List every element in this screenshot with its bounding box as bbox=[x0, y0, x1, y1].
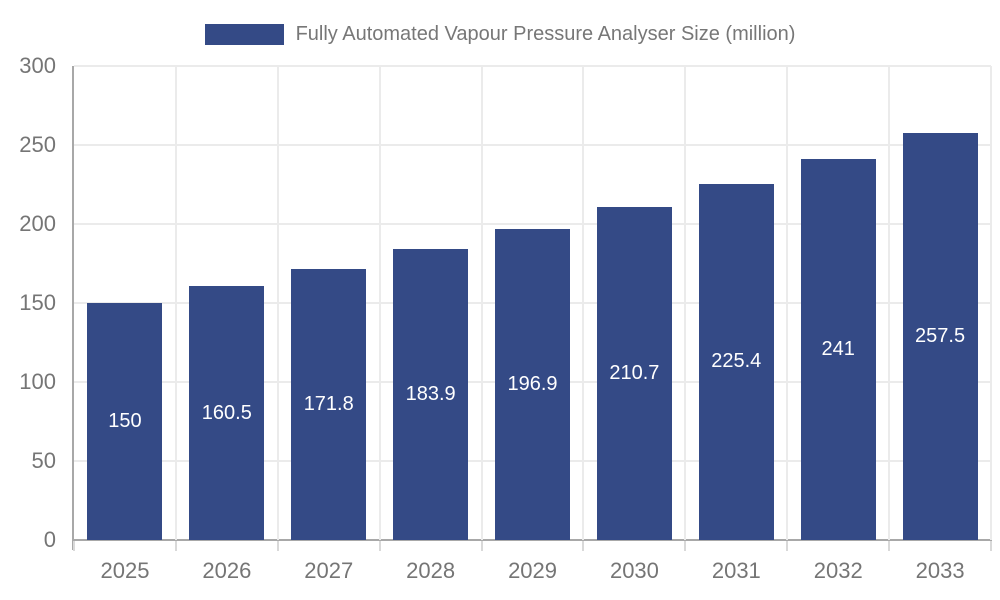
x-axis-tick bbox=[73, 541, 75, 551]
bar-value-label: 160.5 bbox=[201, 401, 252, 424]
bar-value-label: 196.9 bbox=[507, 372, 558, 395]
bar-value-label: 225.4 bbox=[711, 350, 762, 373]
x-axis-tick bbox=[276, 541, 279, 551]
x-tick-label: 2026 bbox=[202, 558, 252, 583]
x-axis-tick bbox=[786, 541, 789, 551]
gridline-vertical bbox=[378, 66, 381, 540]
gridline-vertical bbox=[990, 66, 992, 540]
legend-label: Fully Automated Vapour Pressure Analyser… bbox=[295, 22, 796, 45]
gridline-vertical bbox=[480, 66, 483, 540]
bar-value-label: 241 bbox=[821, 338, 855, 361]
bar-value-label: 171.8 bbox=[303, 392, 354, 415]
y-tick-label: 100 bbox=[19, 369, 56, 394]
gridline-horizontal bbox=[74, 144, 991, 146]
y-tick-label: 200 bbox=[19, 211, 56, 236]
y-tick-label: 0 bbox=[43, 527, 56, 552]
x-tick-label: 2027 bbox=[304, 558, 354, 583]
x-axis-tick bbox=[378, 541, 381, 551]
x-tick-label: 2025 bbox=[100, 558, 150, 583]
bar: 225.4 bbox=[698, 183, 774, 540]
bar: 196.9 bbox=[495, 228, 570, 540]
gridline-vertical bbox=[684, 66, 687, 540]
bar: 210.7 bbox=[596, 207, 672, 540]
gridline-horizontal bbox=[74, 65, 991, 67]
legend[interactable]: Fully Automated Vapour Pressure Analyser… bbox=[0, 20, 1000, 48]
bar-value-label: 183.9 bbox=[405, 383, 456, 406]
bar: 150 bbox=[87, 303, 163, 540]
gridline-vertical bbox=[786, 66, 789, 540]
gridline-vertical bbox=[888, 66, 891, 540]
y-tick-label: 50 bbox=[31, 448, 56, 473]
x-axis-tick bbox=[990, 541, 992, 551]
x-axis-tick bbox=[582, 541, 585, 551]
bar-value-label: 257.5 bbox=[915, 325, 966, 348]
plot-area: 150 160.5 171.8 183.9 196.9 210.7 225.4 241 257.… bbox=[74, 65, 992, 540]
bar: 257.5 bbox=[902, 133, 978, 540]
bar-value-label: 150 bbox=[108, 410, 142, 432]
x-axis-line bbox=[72, 539, 992, 541]
bar: 160.5 bbox=[189, 286, 265, 540]
bar: 171.8 bbox=[291, 268, 367, 540]
x-tick-label: 2030 bbox=[609, 558, 659, 583]
x-tick-label: 2033 bbox=[915, 558, 965, 583]
bar: 241 bbox=[800, 159, 876, 540]
x-tick-label: 2029 bbox=[508, 558, 558, 583]
gridline-vertical bbox=[174, 66, 177, 540]
gridline-vertical bbox=[582, 66, 585, 540]
y-tick-label: 300 bbox=[19, 53, 56, 78]
gridline-vertical bbox=[276, 66, 279, 540]
gridline-horizontal bbox=[74, 223, 991, 225]
x-tick-label: 2031 bbox=[711, 558, 761, 583]
y-tick-label: 150 bbox=[19, 290, 56, 315]
legend-swatch-icon bbox=[204, 23, 284, 45]
x-axis-tick bbox=[480, 541, 483, 551]
x-axis-tick bbox=[684, 541, 687, 551]
bar-value-label: 210.7 bbox=[609, 362, 660, 385]
y-tick-label: 250 bbox=[19, 132, 56, 157]
y-axis-line bbox=[72, 66, 74, 550]
x-axis-tick bbox=[174, 541, 177, 551]
x-tick-label: 2028 bbox=[406, 558, 456, 583]
bar: 183.9 bbox=[393, 249, 469, 540]
x-axis-tick bbox=[888, 541, 891, 551]
x-tick-label: 2032 bbox=[813, 558, 863, 583]
